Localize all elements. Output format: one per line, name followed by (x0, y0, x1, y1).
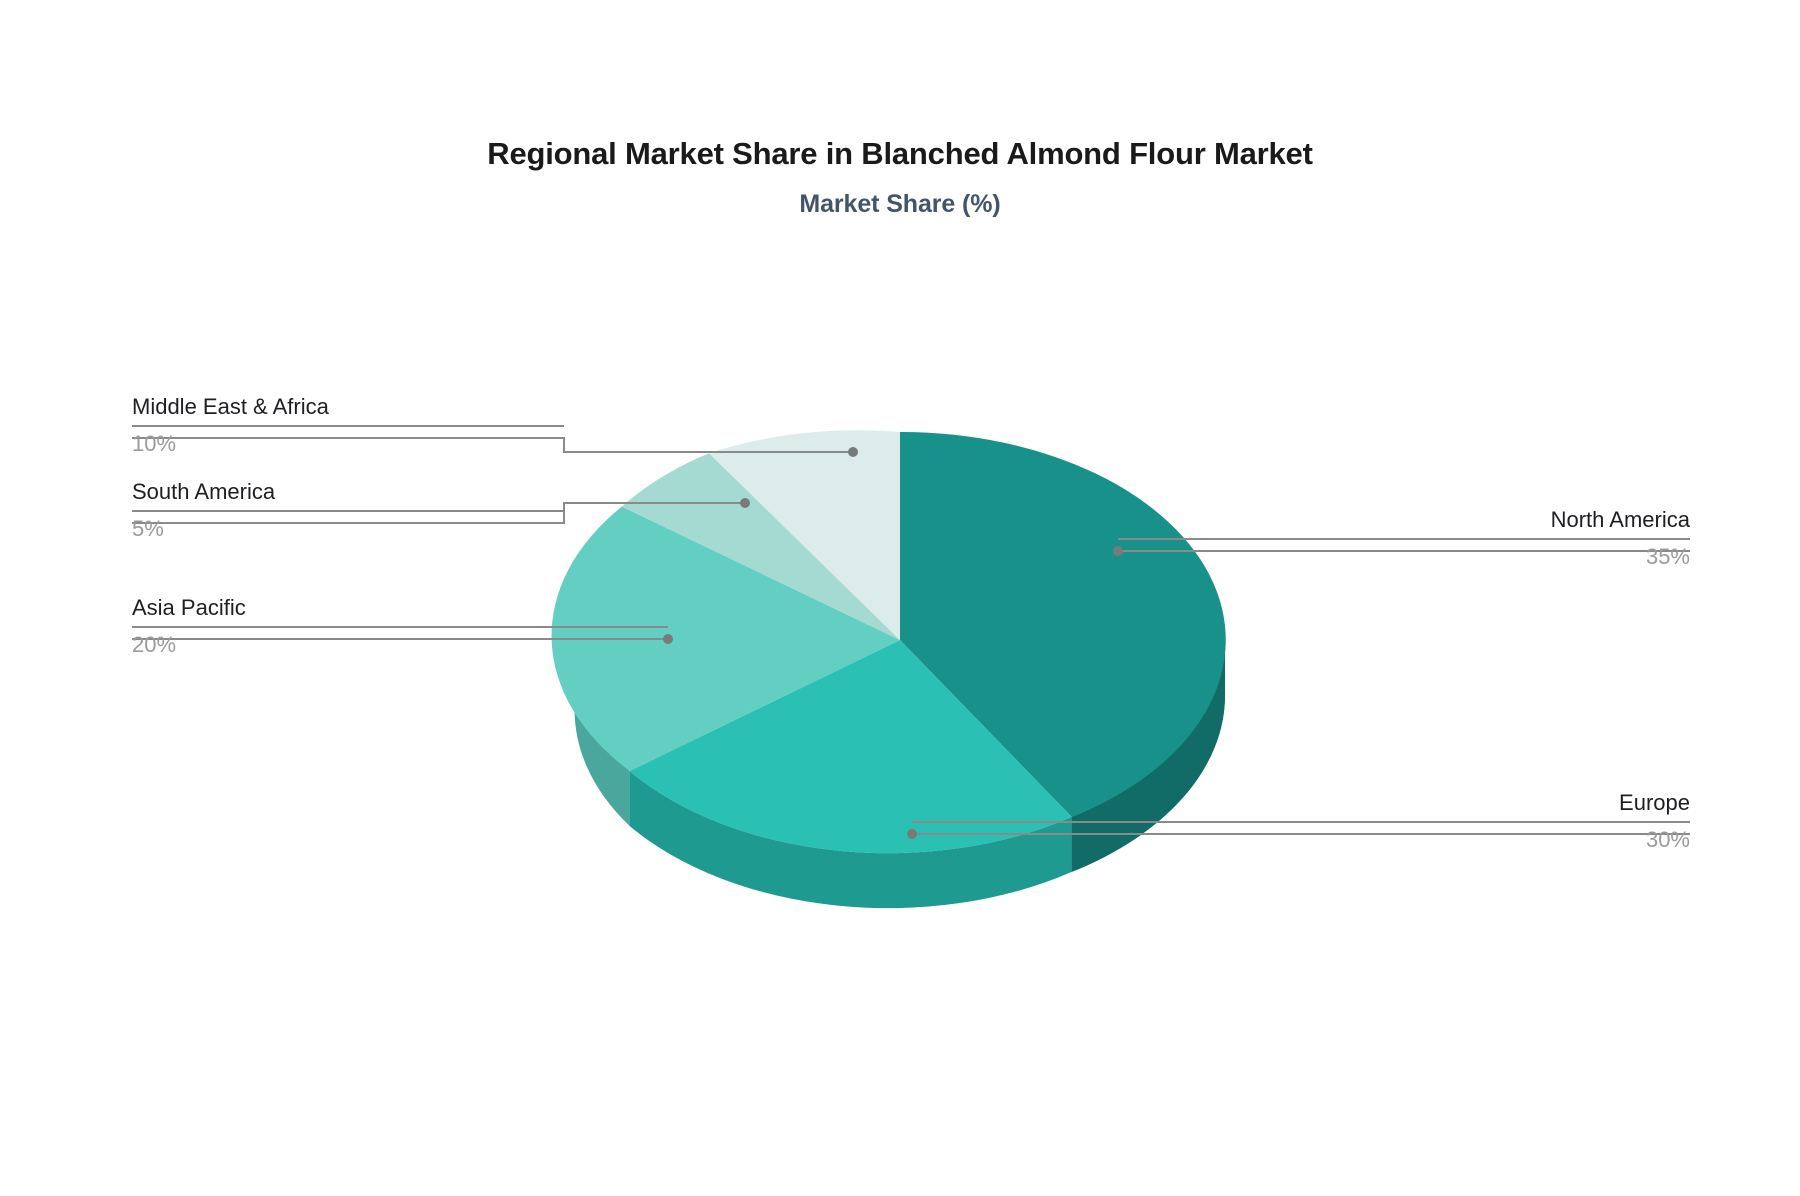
callout-rule-asia-pacific (132, 626, 668, 628)
callout-label-europe: Europe (1619, 790, 1690, 815)
pie-top-faces (551, 430, 1226, 854)
callout-label-south-america: South America (132, 479, 276, 504)
callout-label-middle-east-africa: Middle East & Africa (132, 394, 329, 419)
slice-side-north-america-face (1071, 640, 1226, 872)
chart-title: Regional Market Share in Blanched Almond… (487, 136, 1313, 171)
slice-europe (629, 640, 1072, 854)
slice-middle-east-africa (709, 430, 900, 640)
callout-value-north-america: 35% (1645, 544, 1690, 569)
callout-europe[interactable]: Europe 30% (912, 788, 1690, 855)
callout-rule-north-america (1118, 538, 1690, 540)
leader-line-south-america (132, 502, 745, 524)
callout-value-europe: 30% (1645, 827, 1690, 852)
slice-side-asia-pacific (574, 645, 630, 826)
leader-lines (132, 437, 1690, 839)
callout-asia-pacific[interactable]: Asia Pacific 20% (132, 593, 668, 660)
callout-north-america[interactable]: North America 35% (1118, 505, 1690, 572)
slice-side-europe (629, 771, 1072, 909)
leader-line-middle-east-africa (132, 437, 853, 453)
callout-value-south-america: 5% (132, 516, 164, 541)
callout-value-asia-pacific: 20% (132, 632, 177, 657)
leader-dot-north-america (1113, 546, 1123, 556)
slice-north-america (900, 431, 1226, 817)
callout-label-north-america: North America (1550, 507, 1690, 532)
leader-dot-europe (907, 829, 917, 839)
chart-subtitle: Market Share (%) (799, 190, 1001, 218)
callout-south-america[interactable]: South America 5% (132, 477, 564, 544)
leader-dot-south-america (740, 498, 750, 508)
leader-dot-middle-east-africa (848, 447, 858, 457)
slice-south-america (621, 453, 900, 640)
callout-rule-middle-east-africa (132, 425, 564, 427)
leader-dot-asia-pacific (663, 634, 673, 644)
slice-asia-pacific (551, 506, 900, 771)
callout-label-asia-pacific: Asia Pacific (132, 595, 246, 620)
callout-rule-europe (912, 821, 1690, 823)
callout-rule-south-america (132, 510, 564, 512)
pie-3d-side-walls (574, 640, 1226, 909)
callout-middle-east-africa[interactable]: Middle East & Africa 10% (132, 392, 564, 459)
callout-value-middle-east-africa: 10% (132, 431, 177, 456)
